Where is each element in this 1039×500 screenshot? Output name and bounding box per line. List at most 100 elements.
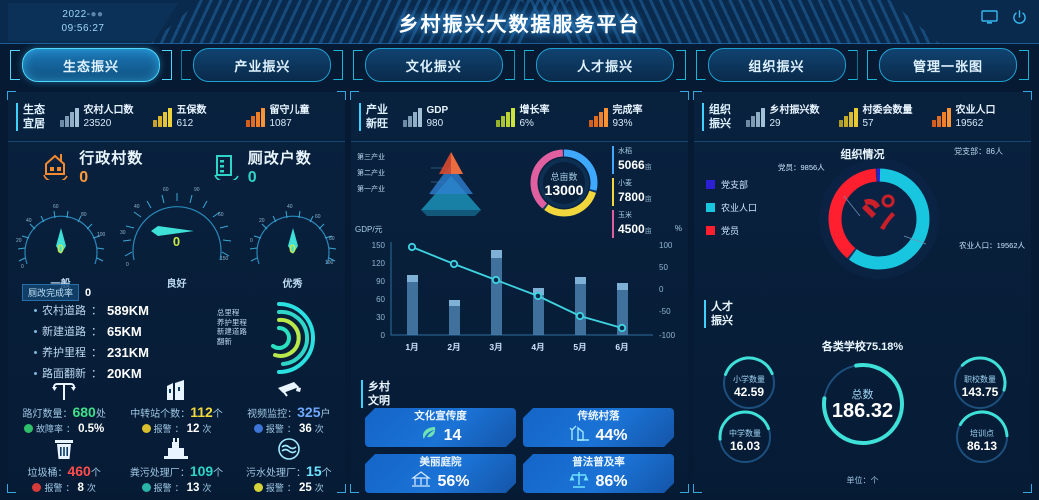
tab-organization[interactable]: 组织振兴 bbox=[695, 48, 858, 82]
power-icon[interactable] bbox=[1012, 10, 1027, 25]
svg-text:100: 100 bbox=[659, 241, 673, 250]
title-line2: 宜居 bbox=[23, 117, 45, 130]
tab-bracket-right bbox=[847, 50, 858, 80]
crop-value: 4500 bbox=[618, 222, 645, 236]
kpi-administrative-villages: 行政村数 0 bbox=[8, 144, 177, 190]
tab-bracket-right bbox=[504, 50, 515, 80]
facility-manure-plant: 粪污处理厂：109个 报警： 13 次 bbox=[120, 435, 232, 494]
facility-value: 325 bbox=[297, 404, 321, 420]
facility-label: 视频监控 bbox=[247, 409, 288, 420]
stat-agricultural-population: 农业人口 19562 bbox=[932, 104, 1025, 130]
clock-box: 2022-●● 09:56:27 bbox=[8, 3, 178, 41]
crop-value: 5066 bbox=[618, 158, 645, 172]
svg-text:0: 0 bbox=[126, 262, 129, 268]
stat-label: GDP bbox=[426, 104, 449, 116]
facility-sub-label: 报警 bbox=[265, 483, 284, 493]
legend-swatch bbox=[706, 203, 715, 212]
facility-unit: 个 bbox=[90, 468, 101, 479]
talent-ring-area: 各类学校75.18% 小学数量 42.59 职校数量 143.75 中学数量 1 bbox=[694, 332, 1031, 490]
facility-sub-unit: 次 bbox=[314, 483, 324, 493]
card-beautiful-courtyard[interactable]: 美丽庭院 56% bbox=[365, 454, 516, 493]
kpi-label: 行政村数 bbox=[79, 150, 144, 167]
corner bbox=[7, 91, 16, 100]
facility-sewage-plant: 污水处理厂：15个 报警： 25 次 bbox=[233, 435, 345, 494]
card-traditional-village[interactable]: 传统村落 44% bbox=[523, 408, 674, 447]
svg-text:-50: -50 bbox=[659, 307, 671, 316]
svg-text:5月: 5月 bbox=[573, 342, 586, 352]
corner bbox=[680, 91, 689, 100]
org-legend: 党支部 农业人口 党员 bbox=[706, 178, 757, 247]
title-line1: 组织 bbox=[709, 103, 731, 116]
bar-icon bbox=[932, 107, 951, 127]
title-line2: 文明 bbox=[368, 395, 390, 407]
building-icon bbox=[210, 150, 240, 185]
facility-label: 污水处理厂 bbox=[246, 468, 297, 479]
streetlight-icon bbox=[51, 376, 77, 402]
tab-industry[interactable]: 产业振兴 bbox=[181, 48, 344, 82]
svg-text:20: 20 bbox=[259, 218, 265, 224]
stat-text: 完成率 93% bbox=[613, 104, 643, 130]
tab-bracket-left bbox=[352, 50, 363, 80]
stat-completion-rate: 完成率 93% bbox=[589, 104, 682, 130]
industry-panel: 产业 新旺 GDP 980 增长率 6% 完成率 93% 第 bbox=[350, 91, 689, 493]
tab-talent[interactable]: 人才振兴 bbox=[524, 48, 687, 82]
facility-label: 垃圾桶 bbox=[27, 468, 58, 479]
facility-sub-unit: 次 bbox=[314, 424, 324, 434]
bar-icon bbox=[839, 107, 858, 127]
toilet-completion-rate: 厕改完成率 0 bbox=[22, 284, 91, 301]
pyramid-label: 第一产业 bbox=[357, 186, 385, 193]
card-law-popularization[interactable]: 普法普及率 86% bbox=[523, 454, 674, 493]
civilization-card-grid: 文化宣传度 14 传统村落 44% 美丽庭院 bbox=[351, 382, 688, 490]
ring-vocational-school: 职校数量 143.75 bbox=[951, 354, 1009, 412]
plant-icon bbox=[163, 435, 189, 461]
svg-text:30: 30 bbox=[120, 230, 126, 236]
stat-value: 1087 bbox=[269, 117, 292, 129]
facility-sub-label: 报警 bbox=[153, 483, 172, 493]
facility-sub-line: 报警： 36 次 bbox=[253, 422, 324, 435]
ecology-stat-strip: 生态 宜居 农村人口数 23520 五保数 612 留守儿童 1087 bbox=[8, 92, 345, 142]
bar-icon bbox=[60, 107, 79, 127]
stat-value: 19562 bbox=[955, 117, 984, 129]
road-value: 589KM bbox=[107, 302, 149, 318]
section-title-industry: 产业 新旺 bbox=[359, 102, 403, 131]
stat-text: 农村人口数 23520 bbox=[84, 104, 134, 130]
tab-bracket-left bbox=[10, 50, 20, 80]
app-header: 2022-●● 09:56:27 乡村振兴大数据服务平台 bbox=[0, 0, 1039, 44]
tab-management-map[interactable]: 管理一张图 bbox=[866, 48, 1029, 82]
svg-text:-100: -100 bbox=[659, 331, 676, 340]
monitor-icon[interactable] bbox=[981, 10, 998, 25]
road-arc-chart: 总里程 养护里程 新建道路 翻新 bbox=[213, 298, 345, 378]
facility-sub-unit: 次 bbox=[202, 424, 212, 434]
stat-label: 乡村振兴数 bbox=[769, 104, 820, 116]
gdp-combo-chart: GDP/元 % 150 120 90 60 30 0 100 50 0 -50 -100 bbox=[351, 218, 688, 378]
status-dot-icon bbox=[253, 424, 263, 433]
road-list: 农村道路： 589KM 新建道路： 65KM 养护里程： 231KM 路面翻新： 20K… bbox=[8, 298, 213, 381]
tab-label: 组织振兴 bbox=[707, 48, 846, 82]
kpi-value: 0 bbox=[247, 169, 257, 186]
bar-icon bbox=[496, 107, 515, 127]
legend-item-population: 农业人口 bbox=[706, 201, 757, 214]
ecology-panel: 生态 宜居 农村人口数 23520 五保数 612 留守儿童 1087 bbox=[7, 91, 346, 494]
crop-value: 7800 bbox=[618, 190, 645, 204]
chart-y2-axis-label: % bbox=[674, 224, 682, 233]
trash-icon bbox=[52, 435, 76, 461]
stat-value: 23520 bbox=[83, 117, 112, 129]
svg-text:60: 60 bbox=[315, 214, 321, 220]
stat-text: 农业人口 19562 bbox=[956, 104, 996, 130]
corner bbox=[1023, 484, 1032, 493]
stat-wubao: 五保数 612 bbox=[153, 104, 246, 130]
main-nav: 生态振兴 产业振兴 文化振兴 人才振兴 组织振兴 管理一张图 bbox=[0, 48, 1039, 88]
facility-label-line: 粪污处理厂：109个 bbox=[129, 463, 224, 479]
card-value-row: 14 bbox=[420, 424, 462, 447]
facility-grid: 路灯数量：680处 故障率： 0.5% 中转站个数：112个 报警： 12 次 bbox=[8, 376, 345, 494]
camera-icon bbox=[275, 376, 303, 402]
corner bbox=[337, 484, 346, 493]
svg-text:50: 50 bbox=[659, 263, 668, 272]
facility-label-line: 路灯数量：680处 bbox=[22, 404, 106, 420]
card-title: 普法普及率 bbox=[572, 456, 625, 468]
tab-culture[interactable]: 文化振兴 bbox=[352, 48, 515, 82]
total-label: 总数 bbox=[851, 389, 874, 401]
card-culture-promotion[interactable]: 文化宣传度 14 bbox=[365, 408, 516, 447]
facility-sub-label: 故障率 bbox=[36, 424, 64, 434]
tab-ecology[interactable]: 生态振兴 bbox=[10, 48, 172, 82]
